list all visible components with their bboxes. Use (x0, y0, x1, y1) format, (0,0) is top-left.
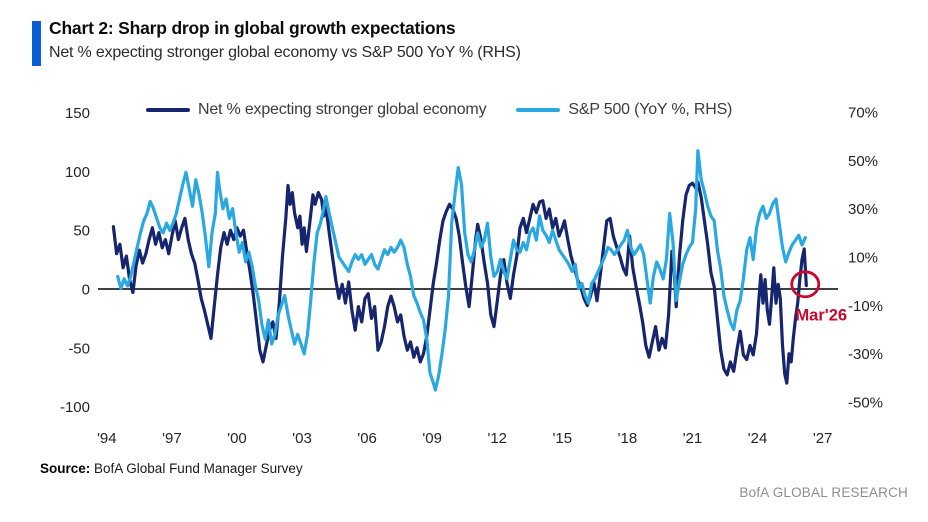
x-axis-tick-label: '06 (357, 430, 377, 447)
branding-text: BofA GLOBAL RESEARCH (739, 485, 908, 500)
right-axis-tick-label: 50% (848, 153, 878, 170)
x-axis-tick-label: '18 (618, 430, 638, 447)
left-axis-tick-label: 0 (82, 282, 90, 299)
chart-subtitle: Net % expecting stronger global economy … (49, 44, 521, 61)
source-label: Source: (40, 461, 91, 476)
right-axis-tick-label: 30% (848, 201, 878, 218)
x-axis-tick-label: '12 (487, 430, 507, 447)
series-line-sp500 (116, 149, 807, 392)
lightblue-line-swatch (516, 108, 561, 112)
left-axis-tick-label: 50 (73, 223, 90, 240)
x-axis-tick-label: '24 (748, 430, 768, 447)
legend-item-sp500: S&P 500 (YoY %, RHS) (516, 101, 732, 119)
latest-point-highlight-circle (790, 270, 821, 299)
legend: Net % expecting stronger global economy … (146, 101, 732, 119)
navy-line-swatch (146, 108, 190, 112)
x-axis-tick-label: '09 (422, 430, 442, 447)
left-axis-tick-label: 150 (65, 105, 90, 122)
x-axis-tick-label: '94 (97, 430, 117, 447)
x-axis-tick-label: '00 (227, 430, 247, 447)
series-line-net-expectations (111, 180, 808, 385)
right-axis-tick-label: -50% (848, 395, 883, 412)
legend-label: S&P 500 (YoY %, RHS) (568, 101, 733, 118)
right-axis-tick-label: -30% (848, 346, 883, 363)
chart-title: Chart 2: Sharp drop in global growth exp… (49, 18, 456, 38)
annotation-label: Mar'26 (795, 306, 847, 324)
x-axis-tick-label: '27 (813, 430, 833, 447)
title-accent-bar (32, 21, 41, 66)
source-text: BofA Global Fund Manager Survey (90, 461, 303, 476)
legend-label: Net % expecting stronger global economy (198, 101, 487, 118)
right-axis-tick-label: -10% (848, 298, 883, 315)
right-axis-tick-label: 70% (848, 105, 878, 122)
left-axis-tick-label: -50 (68, 340, 90, 357)
x-axis-tick-label: '97 (162, 430, 182, 447)
right-axis-tick-label: 10% (848, 250, 878, 267)
x-axis-tick-label: '03 (292, 430, 312, 447)
left-axis-tick-label: 100 (65, 164, 90, 181)
x-axis-tick-label: '15 (553, 430, 573, 447)
legend-item-net-expectations: Net % expecting stronger global economy (146, 101, 487, 119)
source-line: Source: BofA Global Fund Manager Survey (40, 461, 303, 476)
x-axis-tick-label: '21 (683, 430, 703, 447)
left-axis-tick-label: -100 (60, 399, 90, 416)
